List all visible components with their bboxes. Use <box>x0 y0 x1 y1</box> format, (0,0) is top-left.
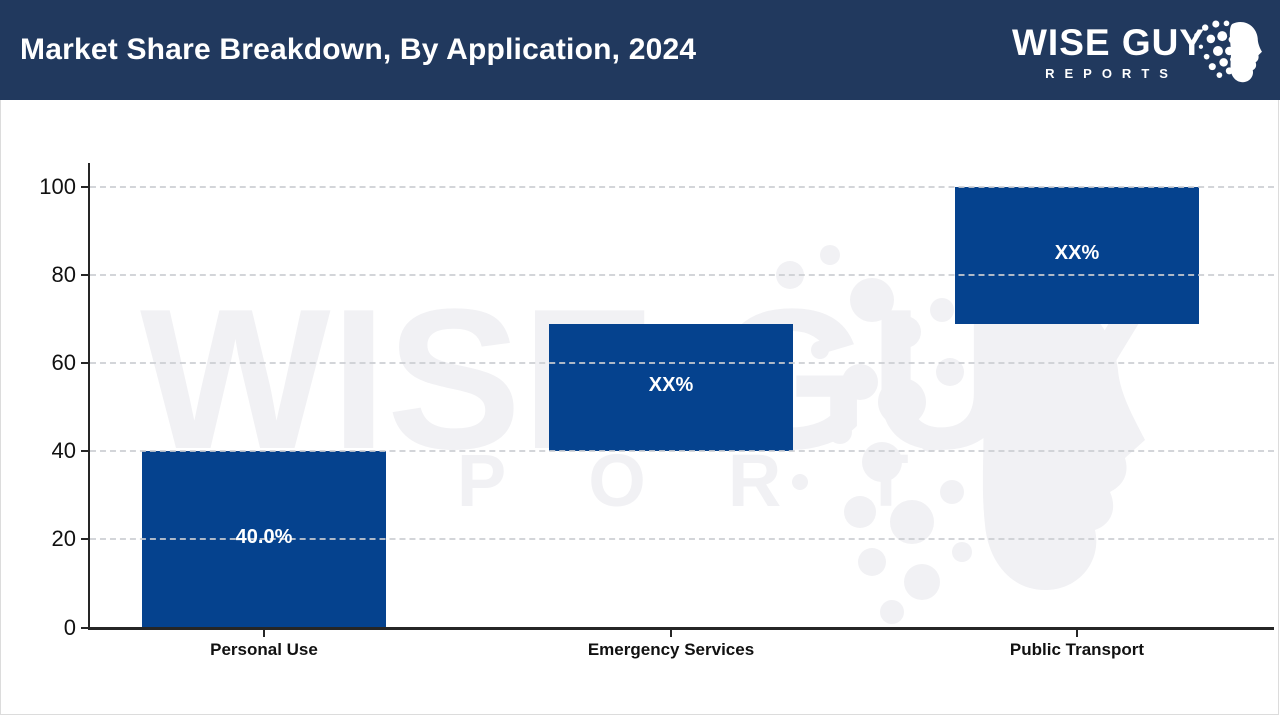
logo-wordmark: WISE GUY <box>1012 21 1206 63</box>
category-label-personal-use: Personal Use <box>210 640 318 659</box>
y-axis-spine <box>88 163 90 630</box>
y-tick-label-80: 80 <box>51 262 76 288</box>
y-tickmark-80 <box>81 274 88 277</box>
wise-guy-reports-logo: WISE GUY REPORTS <box>1012 8 1262 94</box>
x-tickmark-2 <box>1076 630 1078 637</box>
logo-subtitle: REPORTS <box>1045 65 1178 81</box>
category-label-emergency-services: Emergency Services <box>587 640 755 659</box>
y-tickmark-100 <box>81 186 88 188</box>
header-bar: Market Share Breakdown, By Application, … <box>0 0 1280 100</box>
gridline-80 <box>90 274 1274 277</box>
bar-value-label: 40.0% <box>235 526 293 549</box>
bar-value-label: XX% <box>648 374 694 397</box>
y-tick-label-60: 60 <box>51 350 76 376</box>
gridline-100 <box>90 186 1274 188</box>
y-tick-label-20: 20 <box>51 526 76 552</box>
gridline-40 <box>90 450 1274 453</box>
x-tickmark-0 <box>263 630 265 637</box>
category-label-public-transport: Public Transport <box>1009 640 1145 659</box>
y-tickmark-0 <box>81 626 88 629</box>
bar-value-label: XX% <box>1054 242 1100 265</box>
x-tickmark-1 <box>670 630 672 637</box>
x-axis-spine <box>88 627 1274 630</box>
logo-text: WISE GUY REPORTS <box>1012 22 1205 81</box>
gridline-20 <box>90 538 1274 541</box>
bar-public-transport <box>955 187 1199 324</box>
y-tick-label-40: 40 <box>51 438 76 464</box>
y-tickmark-40 <box>81 450 88 453</box>
logo-face-icon <box>1194 20 1262 83</box>
y-tickmark-20 <box>81 538 88 541</box>
bar-emergency-services <box>549 323 793 452</box>
chart-title: Market Share Breakdown, By Application, … <box>20 33 697 66</box>
y-tickmark-60 <box>81 362 88 365</box>
y-tick-label-0: 0 <box>63 614 76 640</box>
gridline-60 <box>90 362 1274 365</box>
y-tick-label-100: 100 <box>39 174 76 199</box>
